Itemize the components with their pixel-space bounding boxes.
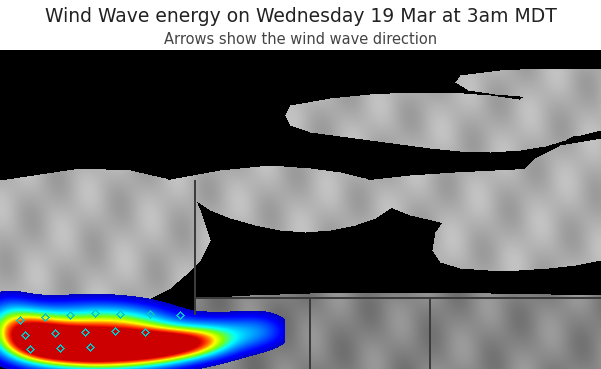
- Text: Arrows show the wind wave direction: Arrows show the wind wave direction: [164, 31, 437, 46]
- Text: Wind Wave energy on Wednesday 19 Mar at 3am MDT: Wind Wave energy on Wednesday 19 Mar at …: [44, 7, 557, 25]
